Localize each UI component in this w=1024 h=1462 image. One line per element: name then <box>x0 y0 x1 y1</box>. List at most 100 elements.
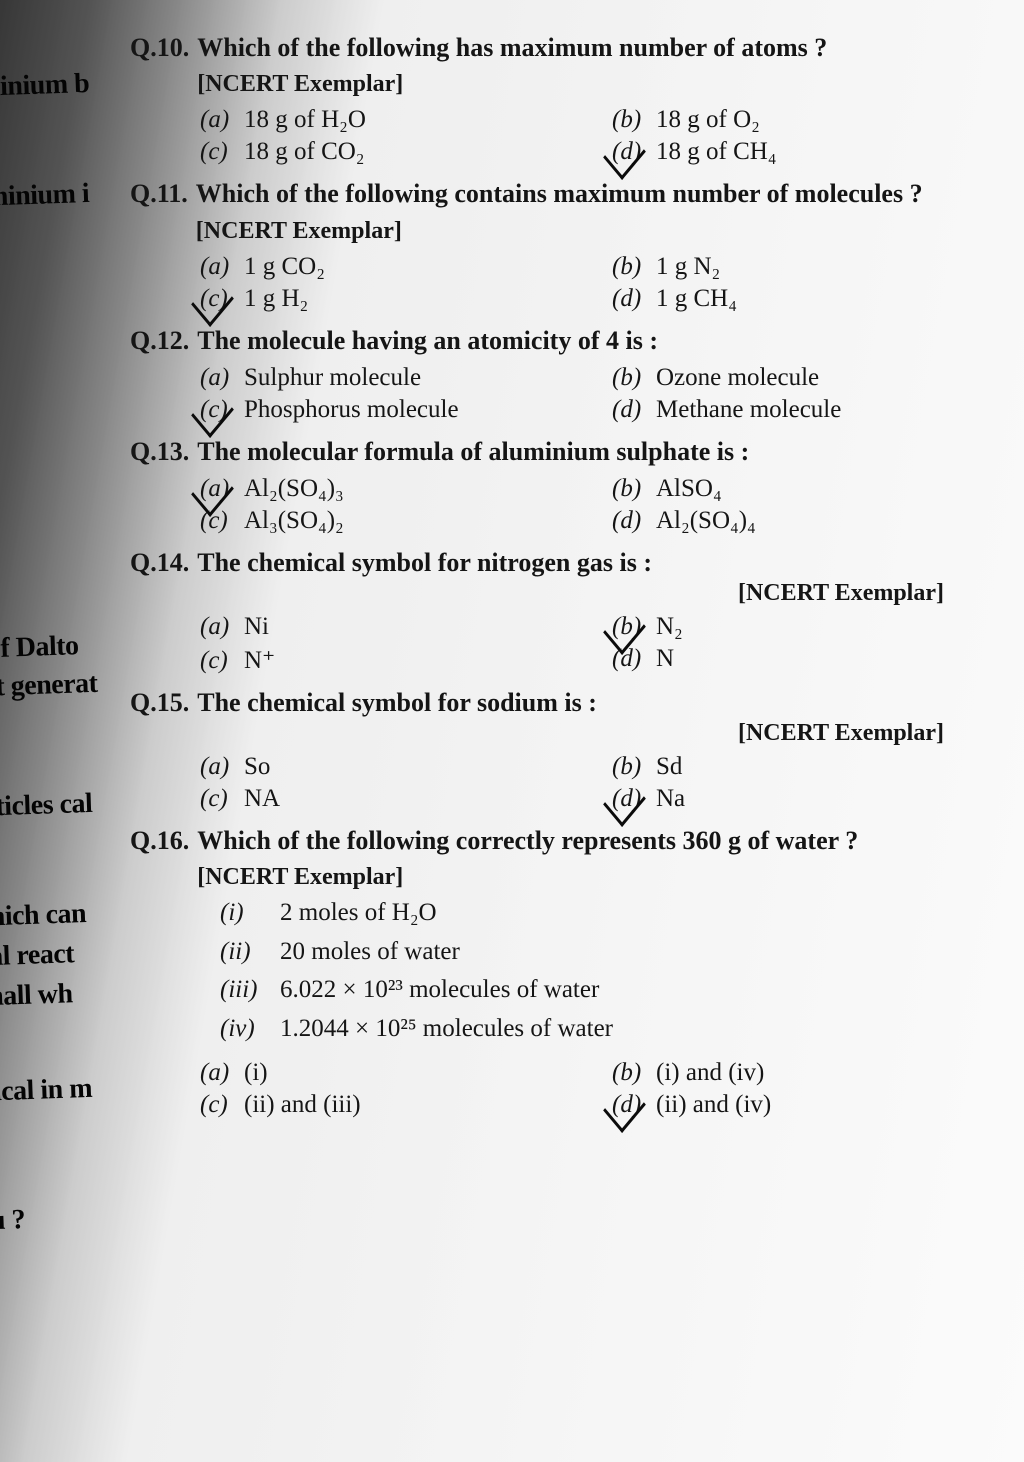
roman-items: (i)2 moles of H₂O (ii)20 moles of water … <box>220 894 984 1049</box>
edge-text: ical react <box>0 938 75 974</box>
option-text: 18 g of H₂O <box>244 106 366 134</box>
options: (a)Sulphur molecule (b) Ozone molecule (c… <box>200 364 984 424</box>
option-a: (a) 18 g of H₂O <box>200 106 572 134</box>
question-text: The chemical symbol for nitrogen gas is … <box>197 545 984 580</box>
option-text: (i) <box>244 1059 268 1087</box>
option-text: (ii) and (iii) <box>244 1091 361 1119</box>
option-label: (a) <box>200 1059 234 1087</box>
option-text: Ozone molecule <box>656 364 819 392</box>
question-prompt: Which of the following contains maximum … <box>196 179 923 208</box>
option-text: Al₂(SO₄)₃ <box>244 475 344 503</box>
roman-label: (iv) <box>220 1010 270 1049</box>
option-b: (b)N₂ <box>612 613 984 641</box>
exemplar-ref: [NCERT Exemplar] <box>130 720 944 747</box>
option-label: (d) <box>612 507 646 535</box>
option-label: (c) <box>200 507 234 535</box>
question-text: The molecule having an atomicity of 4 is… <box>197 323 984 358</box>
option-a: (a) (i) <box>200 1059 572 1087</box>
option-label: (c) <box>200 396 234 424</box>
option-text: 18 g of O₂ <box>656 106 760 134</box>
question-number: Q.10. <box>130 30 189 65</box>
edge-text: small wh <box>0 978 73 1014</box>
option-label: (a) <box>200 253 234 281</box>
item-iv: (iv) 1.2044 × 10²⁵ molecules of water <box>220 1010 984 1049</box>
options: (a)So (b)Sd (c)NA (d)Na <box>200 753 984 813</box>
options: (a) Al₂(SO₄)₃ (b)AlSO₄ (c) Al₃(SO₄)₂ (d) Al… <box>200 475 984 535</box>
question-10: Q.10. Which of the following has maximum… <box>130 30 984 166</box>
question-prompt: Which of the following has maximum numbe… <box>197 33 827 62</box>
option-text: 1 g H₂ <box>244 285 308 313</box>
option-label: (b) <box>612 253 646 281</box>
edge-text: ext generat <box>0 668 98 704</box>
question-number: Q.11. <box>130 176 188 211</box>
option-text: 1 g CH₄ <box>656 285 737 313</box>
option-text: 18 g of CO₂ <box>244 138 365 166</box>
option-text: Sulphur molecule <box>244 364 421 392</box>
option-b: (b)AlSO₄ <box>612 475 984 503</box>
option-label: (d) <box>612 785 646 813</box>
options: (a) 18 g of H₂O (b) 18 g of O₂ (c) 18 g of … <box>200 106 984 166</box>
question-text: The molecular formula of aluminium sulph… <box>197 434 984 469</box>
option-text: Sd <box>656 753 682 781</box>
item-text: 2 moles of H₂O <box>280 894 437 933</box>
edge-text: uminium i <box>0 178 90 214</box>
exemplar-ref: [NCERT Exemplar] <box>197 864 403 890</box>
option-text: Phosphorus molecule <box>244 396 459 424</box>
option-c: (c)1 g H₂ <box>200 285 572 313</box>
option-d: (d)N <box>612 645 984 675</box>
option-text: (ii) and (iv) <box>656 1091 771 1119</box>
option-label: (d) <box>612 1091 646 1119</box>
item-iii: (iii)6.022 × 10²³ molecules of water <box>220 971 984 1010</box>
question-13: Q.13. The molecular formula of aluminium… <box>130 434 984 535</box>
item-ii: (ii)20 moles of water <box>220 933 984 972</box>
option-d: (d)Methane molecule <box>612 396 984 424</box>
option-a: (a)Ni <box>200 613 572 641</box>
roman-label: (i) <box>220 894 270 933</box>
options: (a)1 g CO₂ (b)1 g N₂ (c)1 g H₂ (d)1 g CH… <box>200 253 984 313</box>
option-text: NA <box>244 785 280 813</box>
edge-text: ntical in m <box>0 1073 93 1109</box>
option-label: (a) <box>200 475 234 503</box>
option-d: (d) (ii) and (iv) <box>612 1091 984 1119</box>
option-b: (b)Sd <box>612 753 984 781</box>
option-label: (b) <box>612 106 646 134</box>
edge-text: s of Dalto <box>0 630 79 666</box>
option-label: (a) <box>200 106 234 134</box>
option-d: (d) Al₂(SO₄)₄ <box>612 507 984 535</box>
option-label: (a) <box>200 753 234 781</box>
roman-label: (iii) <box>220 971 270 1010</box>
option-label: (b) <box>612 364 646 392</box>
option-a: (a)Sulphur molecule <box>200 364 572 392</box>
option-text: 18 g of CH₄ <box>656 138 777 166</box>
option-b: (b)1 g N₂ <box>612 253 984 281</box>
option-text: (i) and (iv) <box>656 1059 764 1087</box>
option-text: Al₂(SO₄)₄ <box>656 507 756 535</box>
question-number: Q.13. <box>130 434 189 469</box>
option-label: (c) <box>200 138 234 166</box>
question-15: Q.15. The chemical symbol for sodium is … <box>130 685 984 813</box>
item-i: (i) 2 moles of H₂O <box>220 894 984 933</box>
page-scan: iminium b uminium i s of Dalto ext gener… <box>0 0 1024 1462</box>
question-16: Q.16. Which of the following correctly r… <box>130 823 984 1118</box>
option-label: (c) <box>200 785 234 813</box>
option-text: N⁺ <box>244 645 275 675</box>
option-label: (a) <box>200 613 234 641</box>
question-text: Which of the following correctly represe… <box>197 823 984 893</box>
edge-text: which can <box>0 898 87 934</box>
option-label: (b) <box>612 475 646 503</box>
option-c: (c) Phosphorus molecule <box>200 396 572 424</box>
option-b: (b)(i) and (iv) <box>612 1059 984 1087</box>
question-12: Q.12. The molecule having an atomicity o… <box>130 323 984 424</box>
option-label: (d) <box>612 645 646 673</box>
question-14: Q.14. The chemical symbol for nitrogen g… <box>130 545 984 675</box>
question-number: Q.16. <box>130 823 189 858</box>
option-text: 1 g CO₂ <box>244 253 325 281</box>
exemplar-ref: [NCERT Exemplar] <box>130 580 944 607</box>
question-number: Q.15. <box>130 685 189 720</box>
option-d: (d)Na <box>612 785 984 813</box>
exemplar-ref: [NCERT Exemplar] <box>197 71 403 97</box>
option-text: N₂ <box>656 613 683 641</box>
option-c: (c)(ii) and (iii) <box>200 1091 572 1119</box>
item-text: 1.2044 × 10²⁵ molecules of water <box>280 1010 613 1049</box>
option-text: Al₃(SO₄)₂ <box>244 507 344 535</box>
